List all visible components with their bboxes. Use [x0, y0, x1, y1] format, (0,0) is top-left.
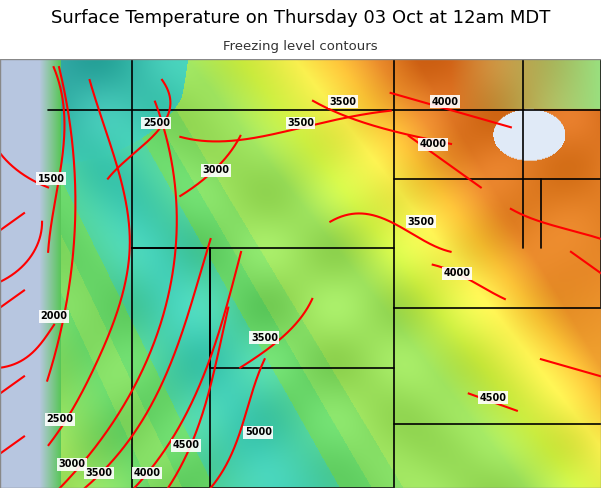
Text: 3500: 3500 — [251, 333, 278, 343]
Text: 2500: 2500 — [47, 414, 73, 424]
Text: 3500: 3500 — [287, 118, 314, 128]
Text: Freezing level contours: Freezing level contours — [223, 41, 378, 53]
Text: 4000: 4000 — [432, 97, 458, 106]
Text: 4500: 4500 — [173, 440, 200, 450]
Text: 1500: 1500 — [38, 174, 64, 184]
Text: 3500: 3500 — [407, 217, 434, 227]
Text: 2000: 2000 — [41, 311, 67, 321]
Text: 3000: 3000 — [59, 459, 85, 469]
Text: 2500: 2500 — [143, 118, 169, 128]
Text: 3500: 3500 — [329, 97, 356, 106]
Text: 5000: 5000 — [245, 427, 272, 437]
Text: Surface Temperature on Thursday 03 Oct at 12am MDT: Surface Temperature on Thursday 03 Oct a… — [51, 9, 550, 26]
Text: 3000: 3000 — [203, 165, 230, 175]
Text: 4000: 4000 — [134, 468, 160, 478]
Text: 4500: 4500 — [480, 393, 506, 403]
Text: 4000: 4000 — [444, 268, 470, 278]
Text: 3500: 3500 — [86, 468, 112, 478]
Text: 4000: 4000 — [419, 140, 446, 149]
